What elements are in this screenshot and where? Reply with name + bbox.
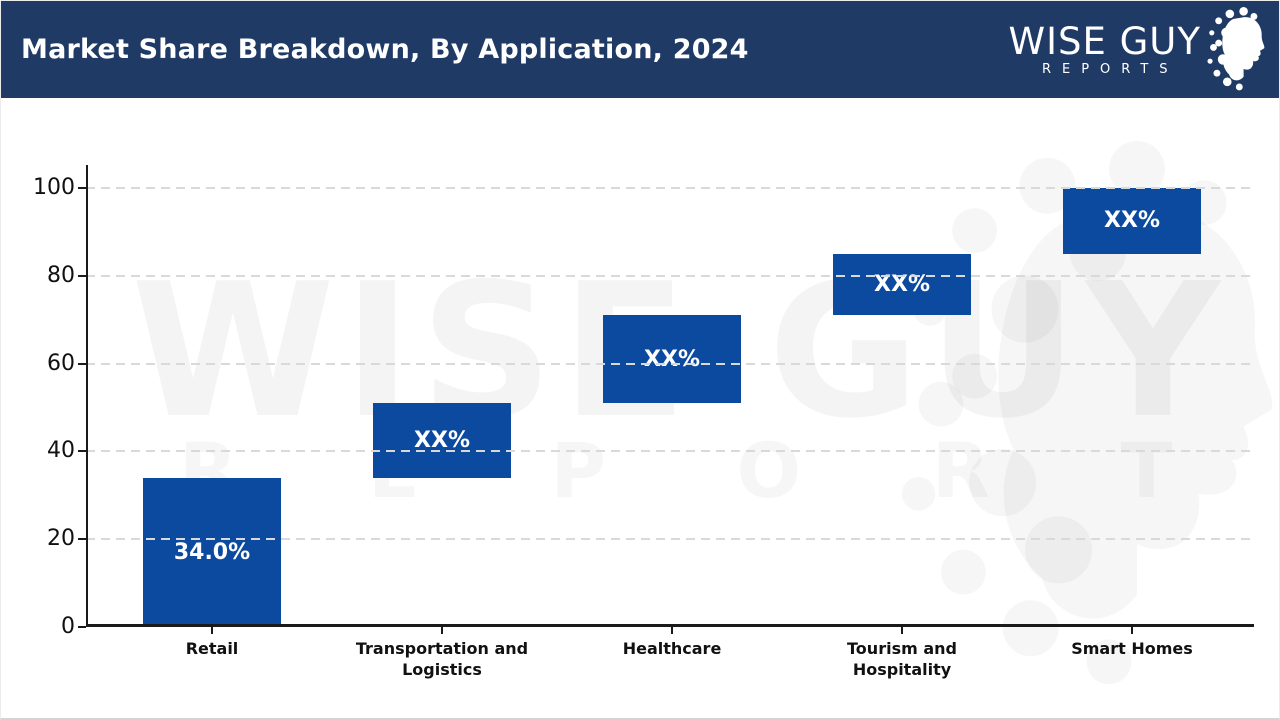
y-axis-tick <box>78 187 86 189</box>
x-category-label: Healthcare <box>622 639 722 658</box>
y-tick-label: 80 <box>47 262 75 288</box>
x-axis-tick <box>441 627 443 634</box>
y-tick-label: 0 <box>61 614 75 639</box>
gridline <box>86 538 1254 541</box>
logo-wordmark: WISE GUY <box>1008 19 1201 63</box>
x-axis-tick <box>671 627 673 634</box>
x-axis-line <box>86 624 1254 627</box>
bar: XX% <box>373 403 511 478</box>
x-category-label: Tourism and Hospitality <box>847 639 957 679</box>
bar: 34.0% <box>143 477 281 627</box>
x-category-label: Smart Homes <box>1071 639 1193 658</box>
y-tick-label: 100 <box>33 175 75 200</box>
y-axis-tick <box>78 538 86 541</box>
x-axis-tick <box>1131 627 1133 634</box>
y-tick-label: 60 <box>47 350 75 376</box>
wiseguy-logo: WISE GUY REPORTS <box>1009 6 1279 93</box>
x-axis-tick <box>211 627 213 634</box>
gridline <box>86 450 1254 453</box>
y-tick-label: 40 <box>47 438 75 464</box>
header-band: Market Share Breakdown, By Application, … <box>1 1 1279 98</box>
bar-value-label: 34.0% <box>173 539 251 565</box>
bar: XX% <box>1063 188 1201 254</box>
bar: XX% <box>833 253 971 316</box>
y-axis-tick <box>78 274 86 277</box>
y-axis-tick <box>78 626 86 628</box>
y-axis-tick <box>78 450 86 453</box>
x-category-label: Retail <box>185 639 239 658</box>
x-category-label: Transportation and Logistics <box>355 639 529 679</box>
wiseguy-face-icon <box>1207 6 1265 90</box>
bar-value-label: XX% <box>644 346 700 372</box>
y-tick-label: 20 <box>47 526 75 552</box>
bar: XX% <box>603 315 741 404</box>
x-axis-tick <box>901 627 903 634</box>
y-axis-tick <box>78 362 86 365</box>
gridline <box>86 274 1254 277</box>
bar-value-label: XX% <box>414 427 470 453</box>
page-title: Market Share Breakdown, By Application, … <box>21 34 749 65</box>
wiseguy-logo-text: WISE GUY REPORTS <box>1009 23 1201 77</box>
gridline <box>86 187 1254 189</box>
logo-subtitle: REPORTS <box>1041 61 1179 77</box>
bar-value-label: XX% <box>1104 208 1160 234</box>
y-axis-line <box>86 165 88 627</box>
gridline <box>86 362 1254 365</box>
